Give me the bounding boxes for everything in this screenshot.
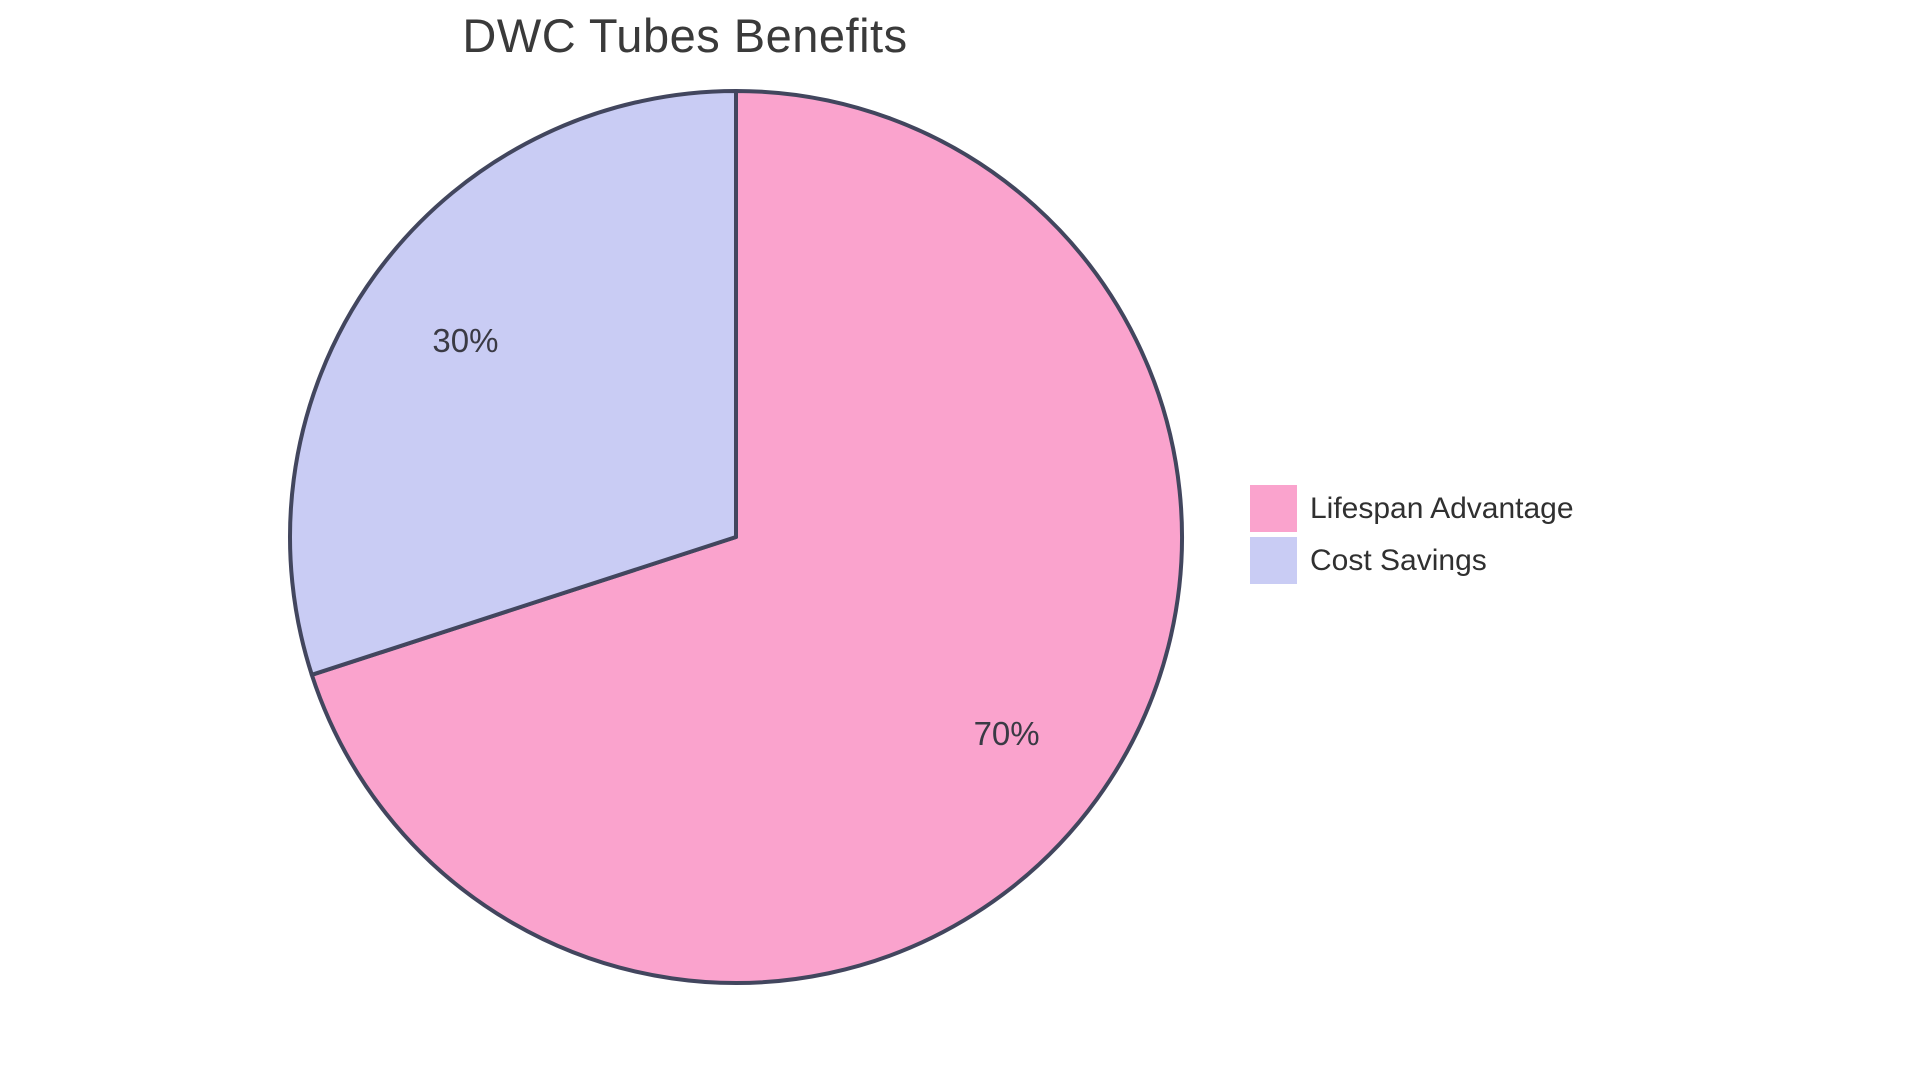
legend: Lifespan Advantage Cost Savings <box>1250 485 1574 584</box>
legend-label-lifespan-advantage: Lifespan Advantage <box>1310 491 1574 525</box>
slice-percentage-label-lifespan-advantage: 70% <box>974 715 1040 752</box>
pie-slice-cost-savings[interactable] <box>288 89 738 677</box>
legend-swatch-lifespan-advantage <box>1250 485 1297 532</box>
legend-label-cost-savings: Cost Savings <box>1310 543 1487 577</box>
pie-slice-lifespan-advantage[interactable] <box>309 89 1185 985</box>
slice-percentage-label-cost-savings: 30% <box>432 322 498 359</box>
legend-swatch-cost-savings <box>1250 537 1297 584</box>
chart-title: DWC Tubes Benefits <box>462 9 908 62</box>
legend-item-lifespan-advantage[interactable]: Lifespan Advantage <box>1250 485 1574 532</box>
legend-item-cost-savings[interactable]: Cost Savings <box>1250 537 1574 584</box>
